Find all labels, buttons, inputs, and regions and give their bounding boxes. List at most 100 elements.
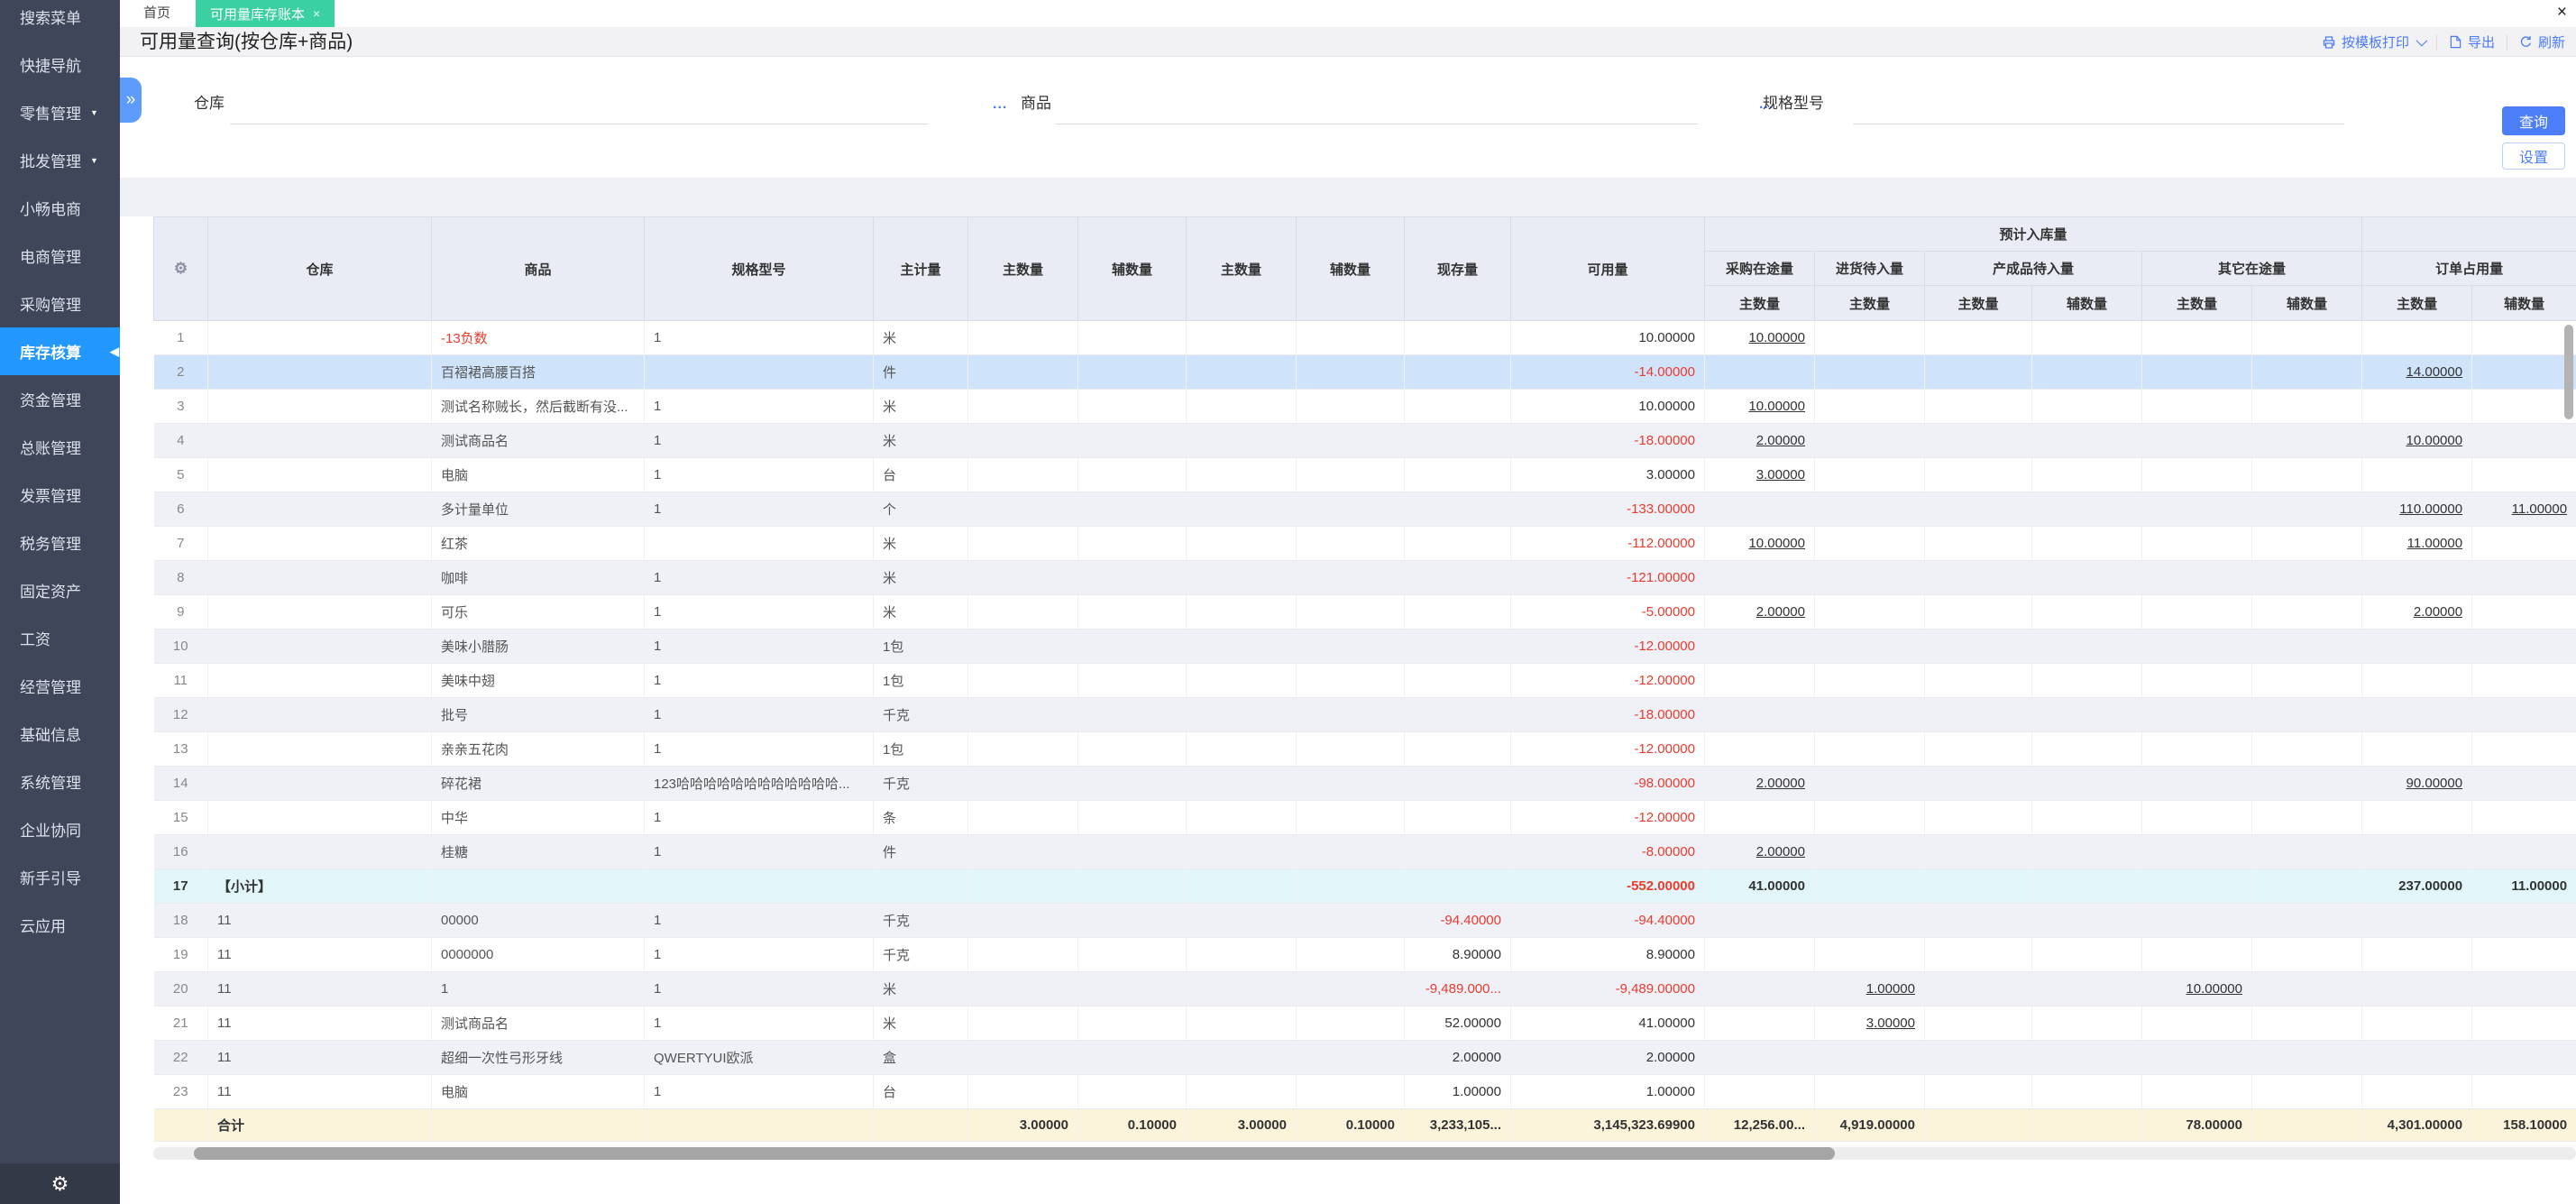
tab-close-icon[interactable]: ×: [313, 6, 321, 21]
subtotal-row[interactable]: 17 【小计】 -552.00000 41.00000 237.00000 11.0000…: [153, 869, 2576, 904]
subgroup-header-产成品待入量[interactable]: 产成品待入量: [1924, 251, 2142, 286]
value-link[interactable]: 110.00000: [2399, 501, 2463, 517]
sidebar-item-企业协同[interactable]: 企业协同: [0, 805, 120, 853]
cell-purch[interactable]: 3.00000: [1704, 457, 1815, 492]
sidebar-item-资金管理[interactable]: 资金管理: [0, 375, 120, 423]
table-row[interactable]: 21 11 测试商品名 1 米 52.00000 41.00000 3.00000: [153, 1006, 2576, 1041]
col-header-m2[interactable]: 主数量: [1186, 216, 1297, 321]
table-row[interactable]: 20 11 1 1 米 -9,489.000... -9,489.00000 1.00000 1…: [153, 971, 2576, 1006]
col-header-cur[interactable]: 现存量: [1404, 216, 1511, 321]
column-settings-gear-icon[interactable]: ⚙: [173, 260, 188, 277]
tab-available-ledger[interactable]: 可用量库存账本 ×: [196, 0, 335, 27]
print-by-template-button[interactable]: 按模板打印: [2322, 32, 2428, 51]
sidebar-item-快捷导航[interactable]: 快捷导航: [0, 41, 120, 88]
sidebar-item-基础信息[interactable]: 基础信息: [0, 710, 120, 758]
cell-orderM[interactable]: 110.00000: [2361, 492, 2473, 527]
value-link[interactable]: 10.00000: [1748, 399, 1805, 414]
value-link[interactable]: 2.00000: [1756, 604, 1805, 620]
sidebar-item-搜索菜单[interactable]: 搜索菜单: [0, 0, 120, 41]
table-row[interactable]: 13 亲亲五花肉 1 1包 -12.00000: [153, 731, 2576, 767]
sidebar-item-小畅电商[interactable]: 小畅电商: [0, 184, 120, 232]
table-row[interactable]: 2 百褶裙高腰百搭 件 -14.00000 14.00000: [153, 354, 2576, 390]
cell-otherM[interactable]: 10.00000: [2141, 971, 2252, 1006]
subgroup-header-其它在途量[interactable]: 其它在途量: [2141, 251, 2363, 286]
col-header-wh[interactable]: 仓库: [207, 216, 432, 321]
cell-orderM[interactable]: 2.00000: [2361, 594, 2473, 630]
table-row[interactable]: 23 11 电脑 1 台 1.00000 1.00000: [153, 1074, 2576, 1109]
value-link[interactable]: 1.00000: [1866, 981, 1915, 997]
product-input[interactable]: [1055, 92, 1698, 124]
sidebar-item-零售管理[interactable]: 零售管理 ▼: [0, 88, 120, 136]
value-link[interactable]: 2.00000: [1756, 433, 1805, 448]
table-row[interactable]: 18 11 00000 1 千克 -94.40000 -94.40000: [153, 903, 2576, 938]
table-row[interactable]: 11 美味中翅 1 1包 -12.00000: [153, 663, 2576, 698]
value-link[interactable]: 14.00000: [2406, 364, 2463, 380]
value-link[interactable]: 3.00000: [1756, 467, 1805, 483]
cell-orderM[interactable]: 14.00000: [2361, 354, 2473, 390]
sidebar-item-采购管理[interactable]: 采购管理: [0, 280, 120, 327]
sidebar-item-发票管理[interactable]: 发票管理: [0, 471, 120, 519]
table-row[interactable]: 16 桂糖 1 件 -8.00000 2.00000: [153, 834, 2576, 869]
col-header-avail[interactable]: 可用量: [1510, 216, 1705, 321]
col-header-otherM[interactable]: 主数量: [2141, 285, 2252, 321]
sidebar-item-工资[interactable]: 工资: [0, 614, 120, 662]
value-link[interactable]: 2.00000: [2413, 604, 2463, 620]
sidebar-item-电商管理[interactable]: 电商管理: [0, 232, 120, 280]
sidebar-item-批发管理[interactable]: 批发管理 ▼: [0, 136, 120, 184]
cell-purch[interactable]: 2.00000: [1704, 766, 1815, 801]
table-row[interactable]: 1 -13负数 1 米 10.00000 10.00000: [153, 320, 2576, 355]
vertical-scrollbar-thumb[interactable]: [2564, 325, 2573, 419]
cell-incoming[interactable]: 3.00000: [1814, 1006, 1925, 1041]
col-header-a1[interactable]: 辅数量: [1077, 216, 1187, 321]
subgroup-header-进货待入量[interactable]: 进货待入量: [1814, 251, 1925, 286]
export-button[interactable]: 导出: [2449, 32, 2495, 51]
cell-purch[interactable]: 2.00000: [1704, 594, 1815, 630]
cell-purch[interactable]: 10.00000: [1704, 526, 1815, 561]
cell-orderA[interactable]: 11.00000: [2471, 492, 2576, 527]
table-row[interactable]: 22 11 超细一次性弓形牙线 QWERTYUI欧派盒 2.00000 2.00000: [153, 1040, 2576, 1075]
horizontal-scrollbar-thumb[interactable]: [194, 1147, 1835, 1160]
cell-purch[interactable]: 2.00000: [1704, 423, 1815, 458]
value-link[interactable]: 10.00000: [1748, 330, 1805, 345]
col-header-a2[interactable]: 辅数量: [1296, 216, 1405, 321]
value-link[interactable]: 10.00000: [1748, 536, 1805, 551]
sidebar-item-经营管理[interactable]: 经营管理: [0, 662, 120, 710]
col-header-unit[interactable]: 主计量: [873, 216, 968, 321]
col-header-seq[interactable]: ⚙: [153, 216, 208, 321]
value-link[interactable]: 2.00000: [1756, 776, 1805, 791]
col-header-spec[interactable]: 规格型号: [644, 216, 874, 321]
close-icon[interactable]: ×: [2556, 3, 2567, 22]
col-header-m1[interactable]: 主数量: [967, 216, 1078, 321]
query-button[interactable]: 查询: [2502, 106, 2565, 135]
cell-orderM[interactable]: 90.00000: [2361, 766, 2473, 801]
table-row[interactable]: 5 电脑 1 台 3.00000 3.00000: [153, 457, 2576, 492]
cell-orderM[interactable]: 11.00000: [2361, 526, 2473, 561]
settings-gear-icon[interactable]: ⚙: [50, 1172, 69, 1195]
table-row[interactable]: 15 中华 1 条 -12.00000: [153, 800, 2576, 835]
warehouse-input[interactable]: [230, 92, 929, 124]
subgroup-header-订单占用量[interactable]: 订单占用量: [2361, 251, 2576, 286]
value-link[interactable]: 10.00000: [2406, 433, 2463, 448]
sidebar-item-税务管理[interactable]: 税务管理: [0, 519, 120, 566]
warehouse-picker-dots[interactable]: ...: [993, 97, 1008, 112]
col-header-otherA[interactable]: 辅数量: [2251, 285, 2363, 321]
product-picker-dots[interactable]: ...: [1759, 97, 1774, 112]
value-link[interactable]: 11.00000: [2511, 501, 2568, 517]
sidebar-item-固定资产[interactable]: 固定资产: [0, 566, 120, 614]
subgroup-header-采购在途量[interactable]: 采购在途量: [1704, 251, 1815, 286]
settings-button[interactable]: 设置: [2502, 142, 2565, 170]
col-header-prodM[interactable]: 主数量: [1924, 285, 2032, 321]
value-link[interactable]: 10.00000: [2186, 981, 2242, 997]
value-link[interactable]: 2.00000: [1756, 844, 1805, 859]
cell-purch[interactable]: 2.00000: [1704, 834, 1815, 869]
table-row[interactable]: 9 可乐 1 米 -5.00000 2.00000 2.00000: [153, 594, 2576, 630]
value-link[interactable]: 11.00000: [2406, 536, 2463, 551]
chevron-down-icon[interactable]: [2416, 34, 2428, 47]
table-row[interactable]: 19 11 0000000 1 千克 8.90000 8.90000: [153, 937, 2576, 972]
col-header-prodA[interactable]: 辅数量: [2031, 285, 2142, 321]
sidebar-item-库存核算[interactable]: 库存核算 ◀: [0, 327, 120, 375]
col-header-prod[interactable]: 商品: [431, 216, 645, 321]
tab-home[interactable]: 首页: [143, 5, 171, 21]
refresh-button[interactable]: 刷新: [2519, 32, 2565, 51]
table-row[interactable]: 7 红茶 米 -112.00000 10.00000 11.00000: [153, 526, 2576, 561]
